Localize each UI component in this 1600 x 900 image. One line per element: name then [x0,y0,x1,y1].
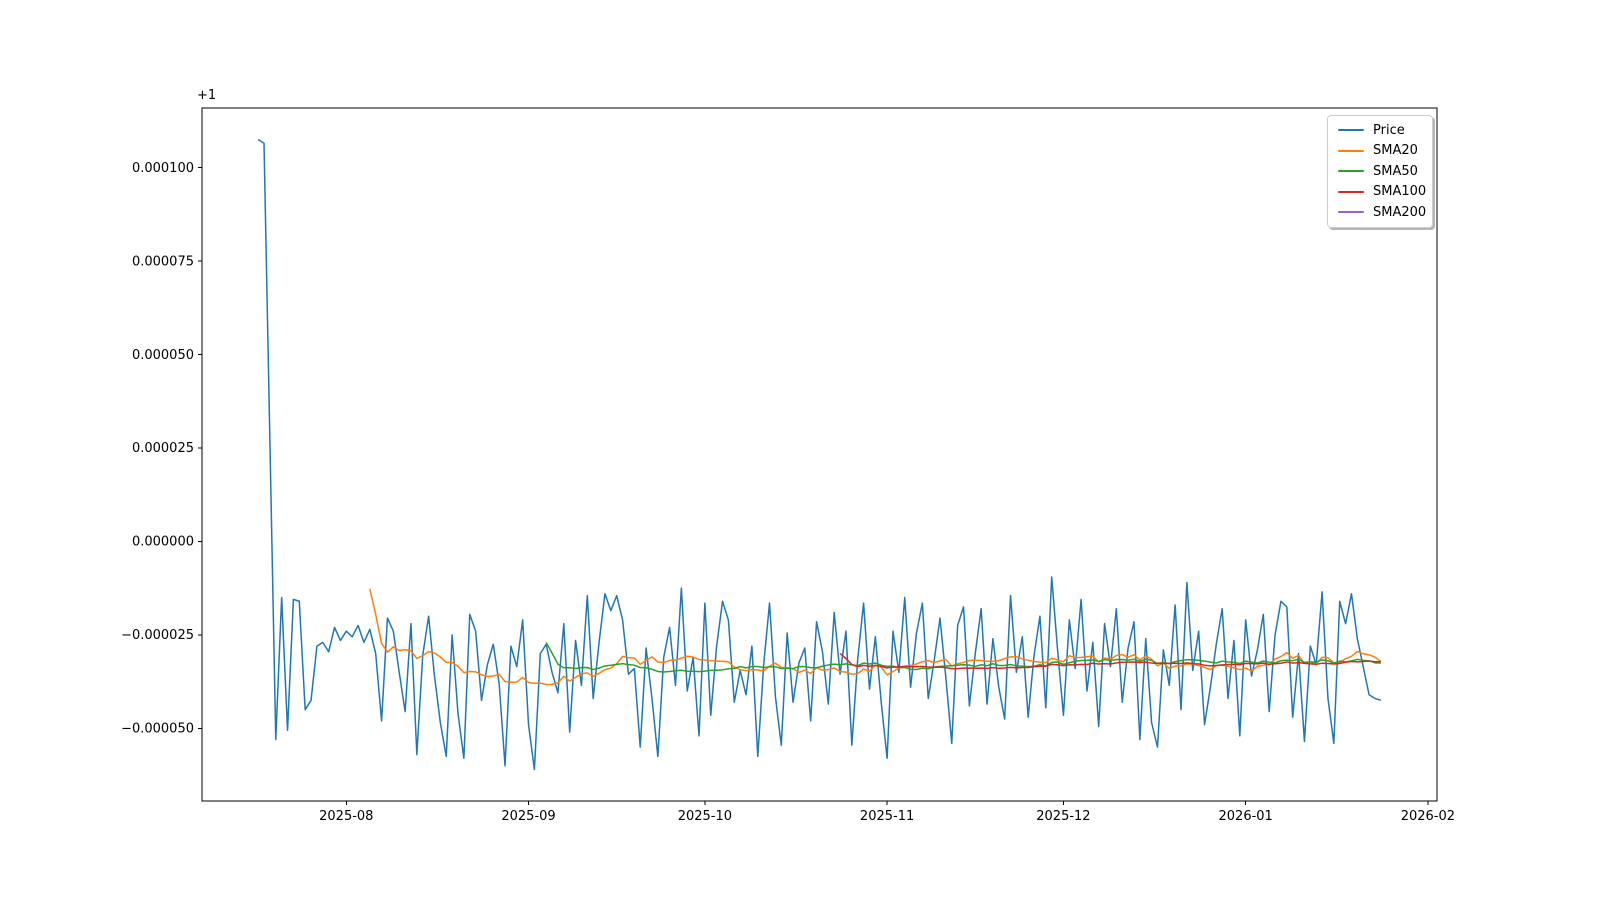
legend-swatch-sma100 [1338,190,1364,193]
y-tick-label: 0.000100 [132,161,194,176]
x-tick-label: 2025-11 [860,809,914,824]
series-sma100-line [839,653,1381,670]
series-price-line [257,138,1382,771]
legend-swatch-sma50 [1338,170,1364,173]
chart-legend: Price SMA20 SMA50 SMA100 SMA200 [1327,115,1433,228]
legend-swatch-price [1338,129,1364,132]
legend-item-sma200: SMA200 [1328,202,1432,223]
x-tick-label: 2026-01 [1219,809,1273,824]
y-tick-label: 0.000025 [132,441,194,456]
y-tick-label: 0.000000 [132,535,194,550]
legend-item-sma20: SMA20 [1328,141,1432,162]
legend-item-price: Price [1328,120,1432,141]
legend-swatch-sma20 [1338,149,1364,152]
legend-label: SMA20 [1373,143,1418,159]
legend-label: SMA200 [1373,204,1427,220]
x-tick-label: 2025-09 [501,809,555,824]
legend-item-sma50: SMA50 [1328,161,1432,182]
y-tick-label: 0.000050 [132,348,194,363]
y-tick-label: −0.000025 [121,628,194,643]
y-tick-label: 0.000075 [132,254,194,269]
x-tick-label: 2025-12 [1036,809,1090,824]
legend-label: Price [1373,122,1405,138]
legend-swatch-sma200 [1338,211,1364,214]
y-axis-offset-label: +1 [197,88,217,103]
y-tick-label: −0.000050 [121,722,194,737]
x-tick-label: 2026-02 [1401,809,1455,824]
legend-item-sma100: SMA100 [1328,182,1432,203]
x-tick-label: 2025-08 [319,809,373,824]
legend-label: SMA100 [1373,184,1427,200]
plot-frame [201,107,1438,802]
legend-label: SMA50 [1373,163,1418,179]
x-tick-label: 2025-10 [678,809,732,824]
series-sma50-line [545,642,1381,673]
